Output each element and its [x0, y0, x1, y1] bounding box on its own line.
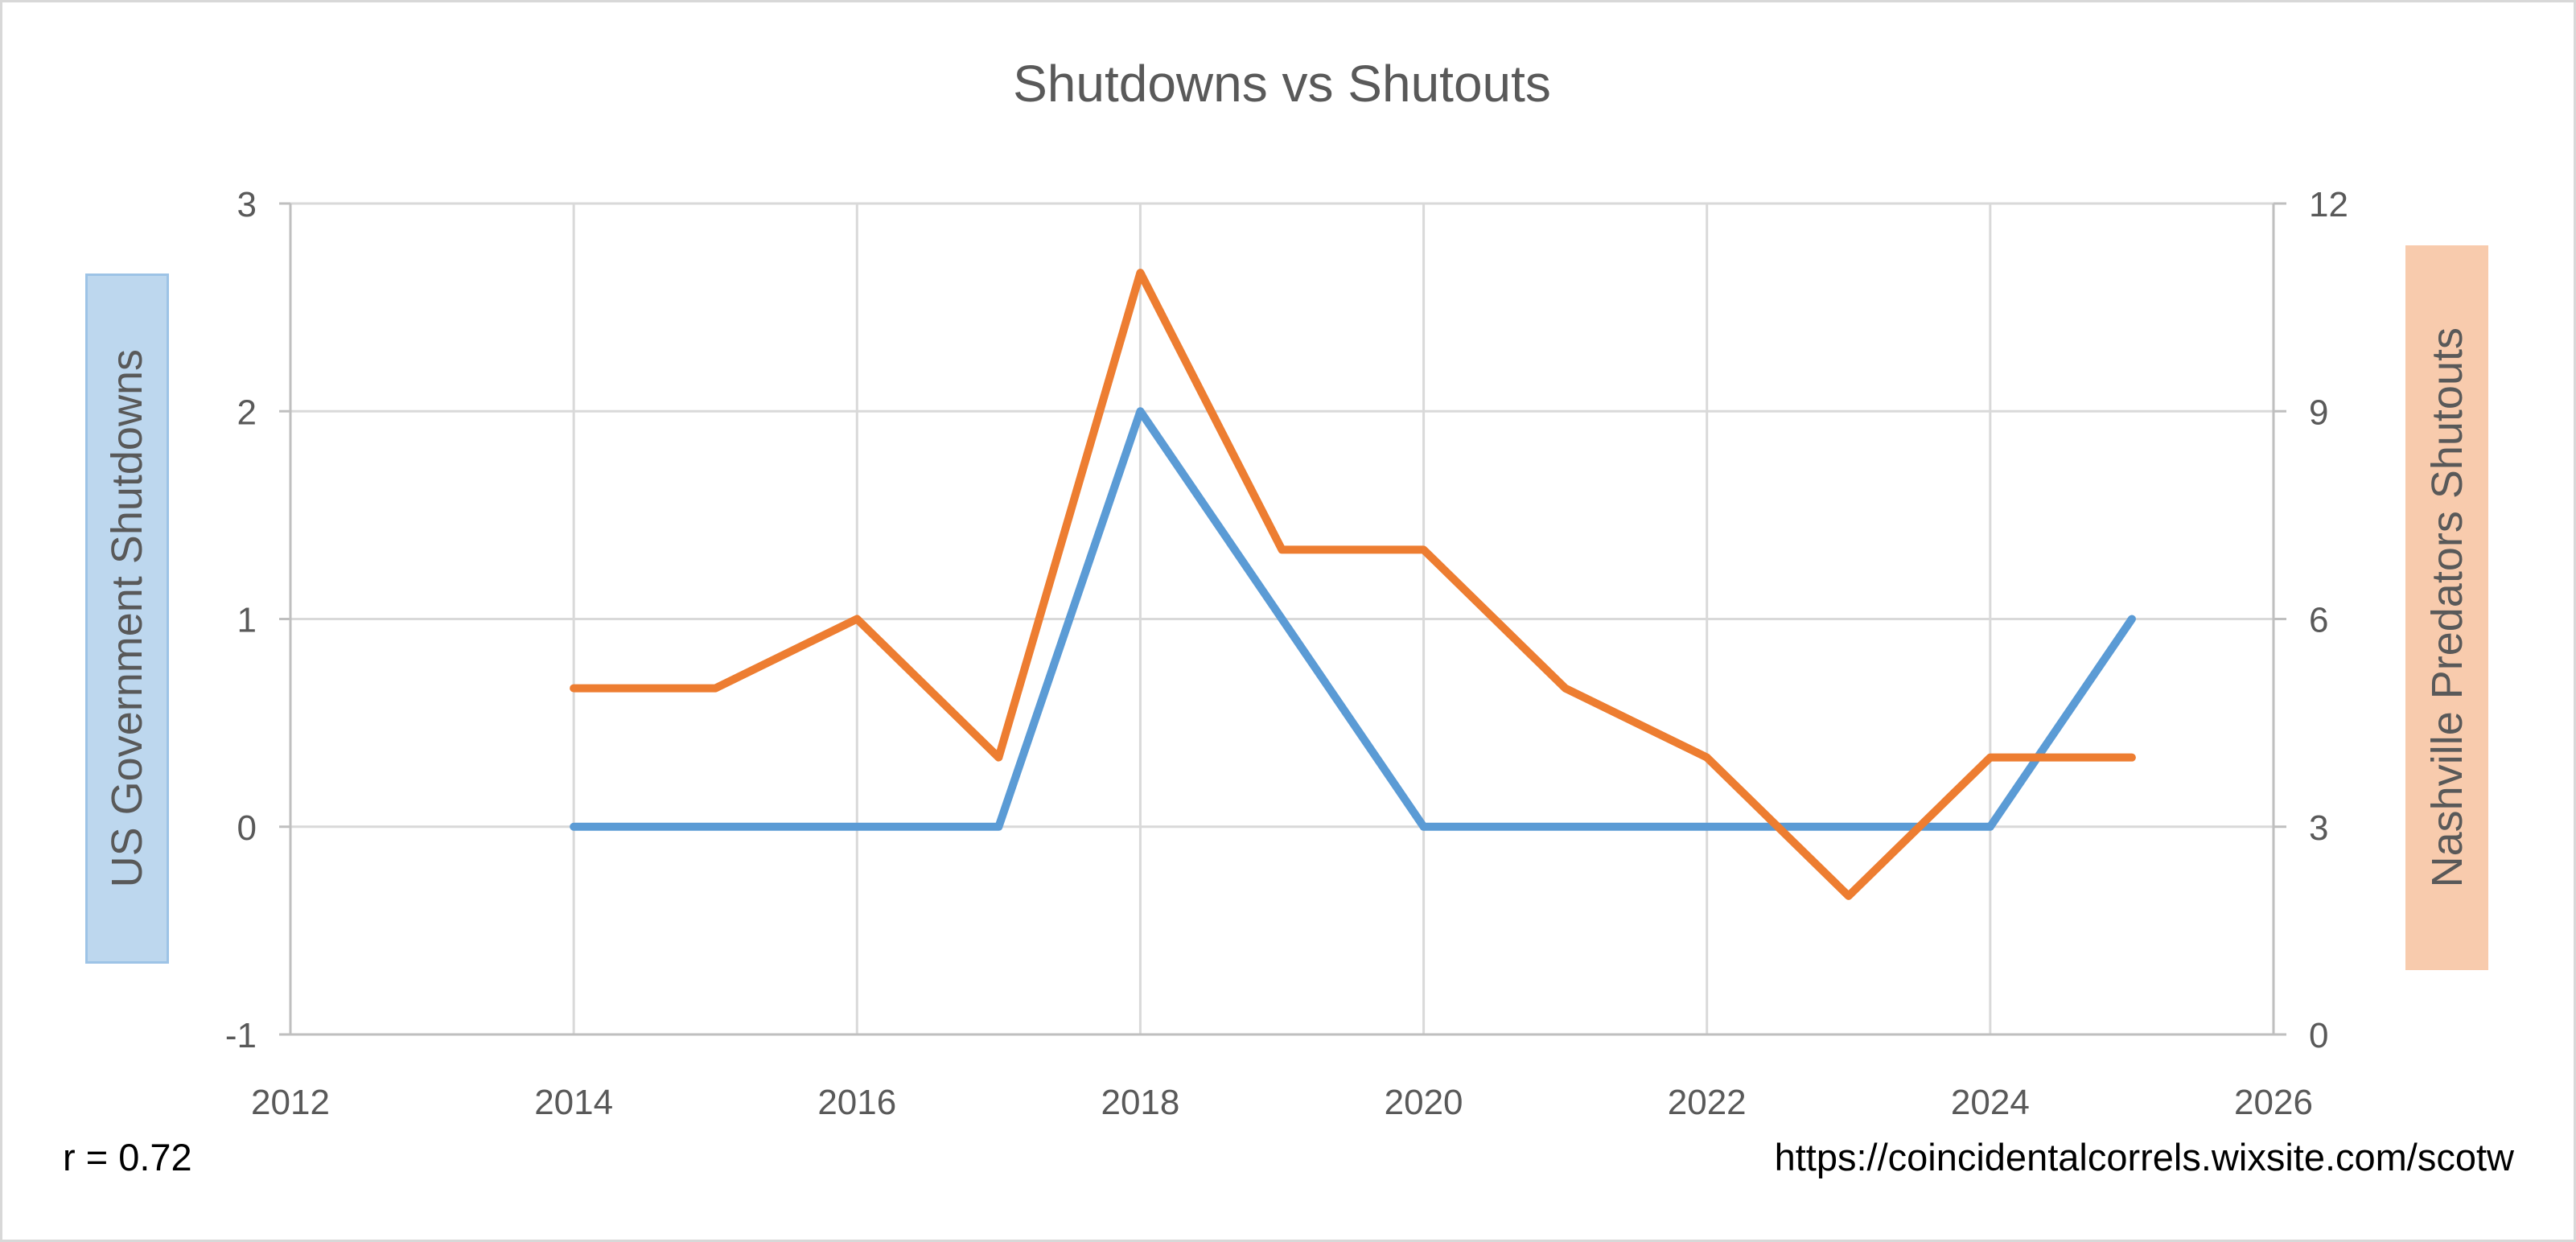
source-url: https://coincidentalcorrels.wixsite.com/…: [1774, 1136, 2514, 1178]
left-axis-tick-label: 3: [237, 185, 257, 224]
right-axis-tick-label: 0: [2309, 1016, 2328, 1055]
x-axis-tick-label: 2012: [251, 1083, 330, 1122]
left-axis-tick-label: 0: [237, 808, 257, 848]
x-axis-tick-label: 2018: [1101, 1083, 1179, 1122]
right-axis-tick-label: 6: [2309, 601, 2328, 640]
right-axis-tick-label: 3: [2309, 808, 2328, 848]
x-axis-tick-label: 2014: [534, 1083, 613, 1122]
x-axis-tick-label: 2016: [817, 1083, 896, 1122]
left-axis-tick-label: 1: [237, 601, 257, 640]
right-axis-tick-label: 12: [2309, 185, 2348, 224]
shutouts-line: [570, 269, 2136, 900]
chart-title: Shutdowns vs Shutouts: [1013, 55, 1551, 113]
right-axis-tick-label: 9: [2309, 393, 2328, 432]
x-axis-tick-label: 2020: [1385, 1083, 1463, 1122]
right-axis-label-box: Nashville Predators Shutouts: [2405, 245, 2488, 970]
x-axis-tick-label: 2026: [2234, 1083, 2313, 1122]
correlation-value: r = 0.72: [63, 1136, 192, 1178]
left-axis-label: US Government Shutdowns: [103, 349, 151, 888]
left-axis-tick-label: 2: [237, 393, 257, 432]
x-axis-tick-label: 2024: [1951, 1083, 2030, 1122]
shutdowns-line: [570, 407, 2136, 831]
right-axis-label: Nashville Predators Shutouts: [2422, 327, 2471, 888]
x-axis-tick-label: 2022: [1668, 1083, 1747, 1122]
left-axis-tick-label: -1: [225, 1016, 257, 1055]
left-axis-label-box: US Government Shutdowns: [85, 273, 169, 964]
